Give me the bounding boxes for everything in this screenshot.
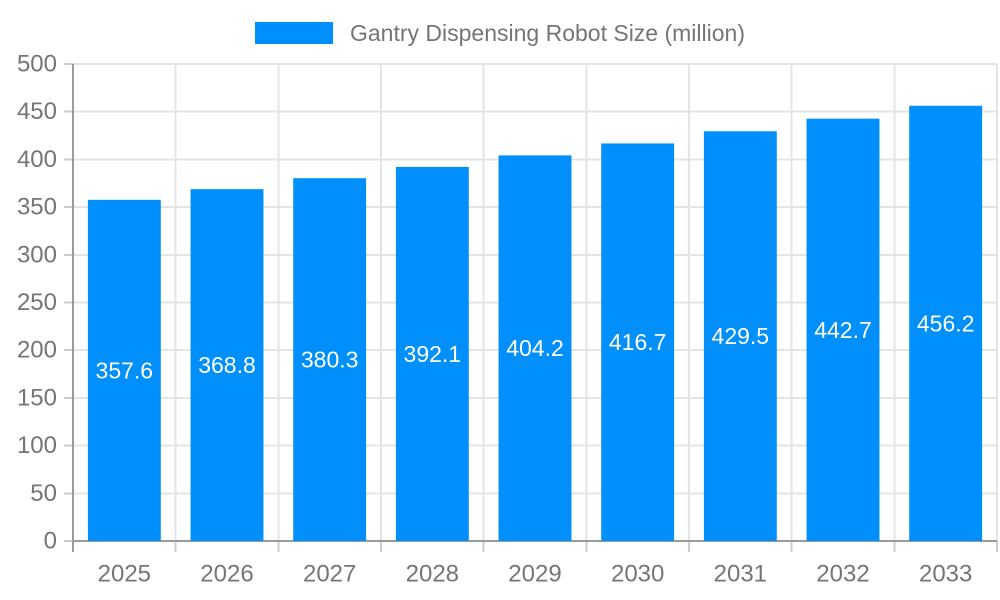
bar[interactable]	[806, 118, 880, 542]
bar-value-label: 456.2	[917, 310, 975, 336]
bar[interactable]	[601, 143, 675, 541]
y-tick-label: 200	[17, 337, 57, 364]
bar-value-label: 404.2	[506, 335, 564, 361]
bar-value-label: 442.7	[814, 317, 872, 343]
y-tick-label: 500	[17, 51, 57, 78]
bar[interactable]	[190, 189, 264, 541]
bar-value-label: 368.8	[198, 352, 256, 378]
bar[interactable]	[498, 155, 572, 542]
bar[interactable]	[87, 199, 161, 541]
y-tick-label: 450	[17, 98, 57, 125]
y-tick-label: 150	[17, 384, 57, 411]
y-tick-label: 400	[17, 146, 57, 173]
y-tick-label: 0	[44, 528, 57, 555]
bar-value-label: 429.5	[712, 323, 770, 349]
x-tick-label: 2031	[714, 561, 767, 588]
bar-value-label: 357.6	[96, 357, 154, 383]
x-tick-label: 2033	[919, 561, 972, 588]
y-tick-label: 300	[17, 241, 57, 268]
x-tick-label: 2026	[200, 561, 253, 588]
x-tick-label: 2025	[98, 561, 151, 588]
bar[interactable]	[293, 178, 367, 542]
bar[interactable]	[909, 105, 983, 541]
x-tick-label: 2029	[508, 561, 561, 588]
bar[interactable]	[703, 131, 777, 541]
x-tick-label: 2030	[611, 561, 664, 588]
y-tick-label: 350	[17, 194, 57, 221]
bar-value-label: 416.7	[609, 329, 667, 355]
bar-value-label: 380.3	[301, 347, 359, 373]
x-tick-label: 2032	[816, 561, 869, 588]
legend-swatch	[255, 22, 333, 44]
legend[interactable]: Gantry Dispensing Robot Size (million)	[0, 21, 1000, 45]
bar-value-label: 392.1	[404, 341, 462, 367]
y-tick-label: 250	[17, 289, 57, 316]
x-tick-label: 2027	[303, 561, 356, 588]
y-tick-label: 100	[17, 432, 57, 459]
x-tick-label: 2028	[406, 561, 459, 588]
y-tick-label: 50	[30, 480, 57, 507]
legend-label: Gantry Dispensing Robot Size (million)	[350, 20, 745, 46]
bar[interactable]	[395, 166, 469, 542]
